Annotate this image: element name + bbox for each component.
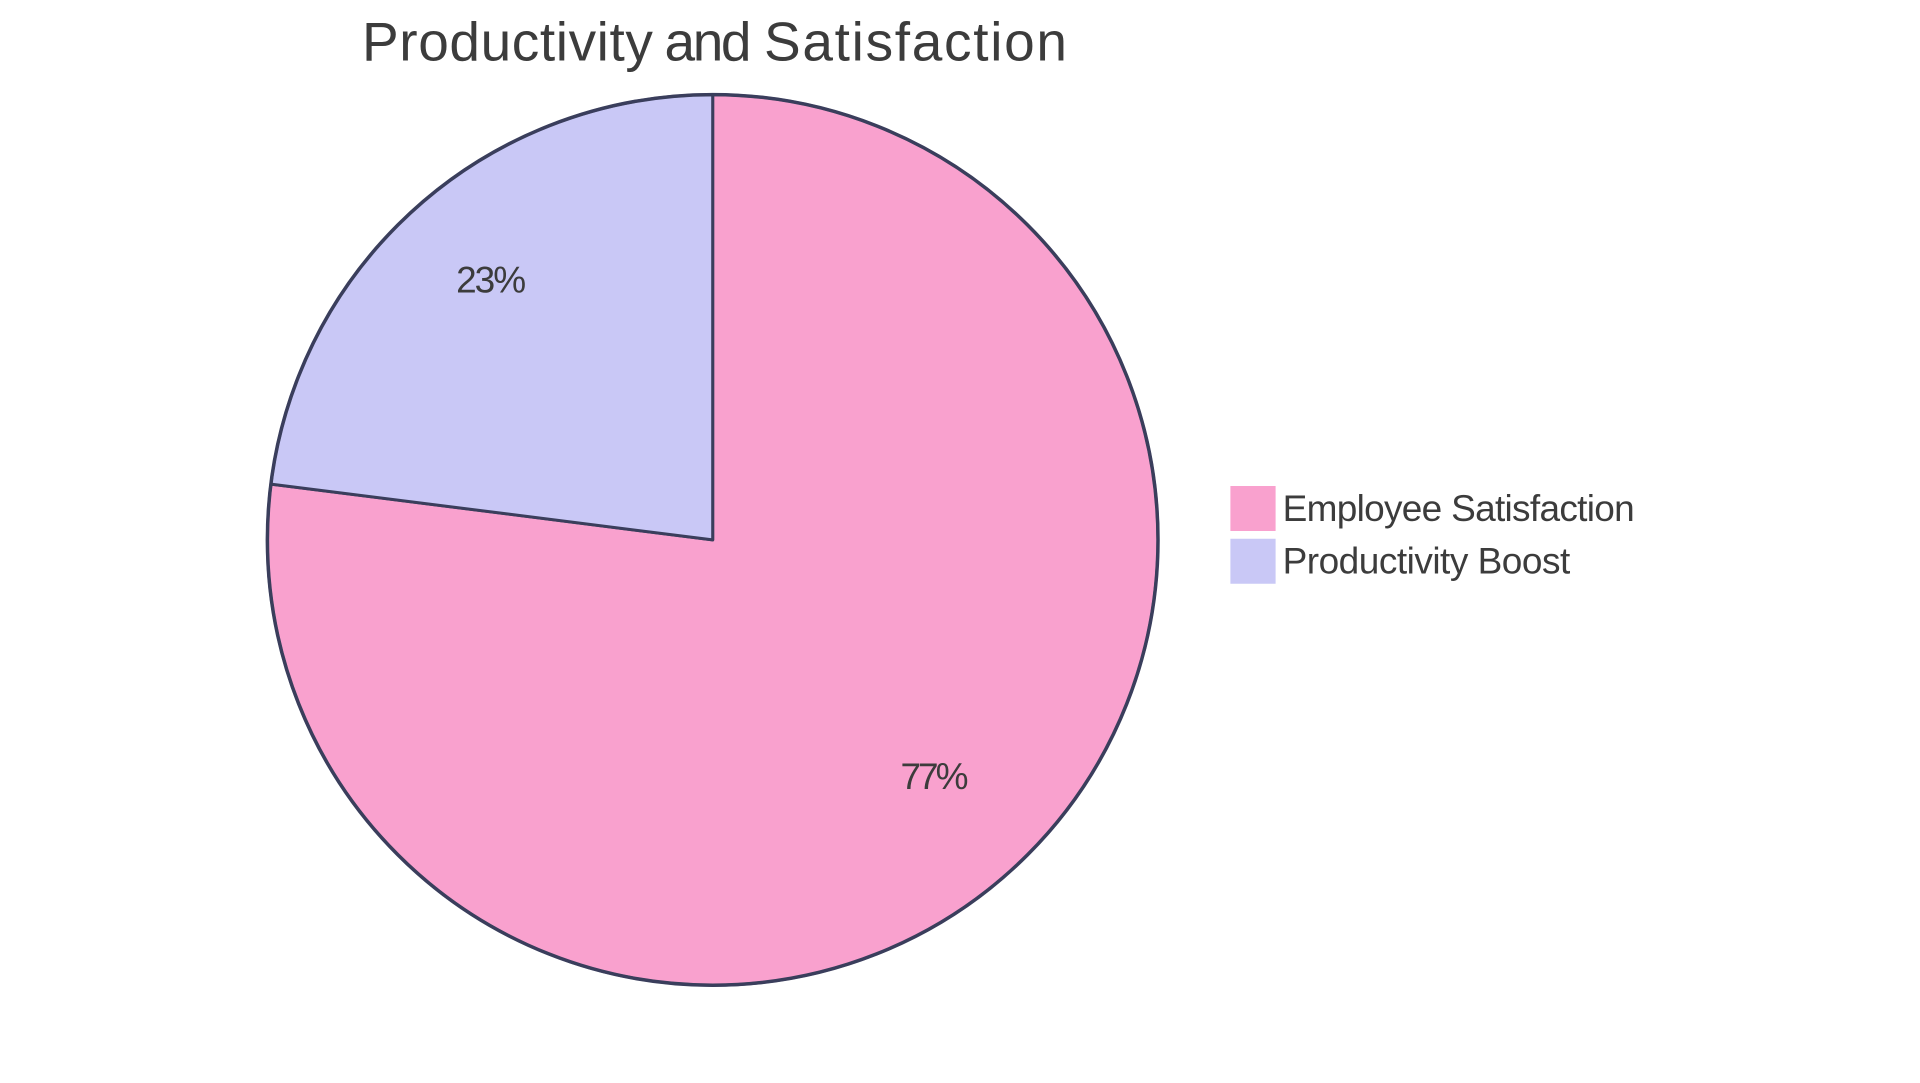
svg-text:23%: 23% [456,260,525,301]
svg-text:77%: 77% [900,756,967,797]
svg-text:Employee Satisfaction: Employee Satisfaction [1283,488,1634,529]
svg-text:Productivity Boost: Productivity Boost [1283,541,1571,582]
